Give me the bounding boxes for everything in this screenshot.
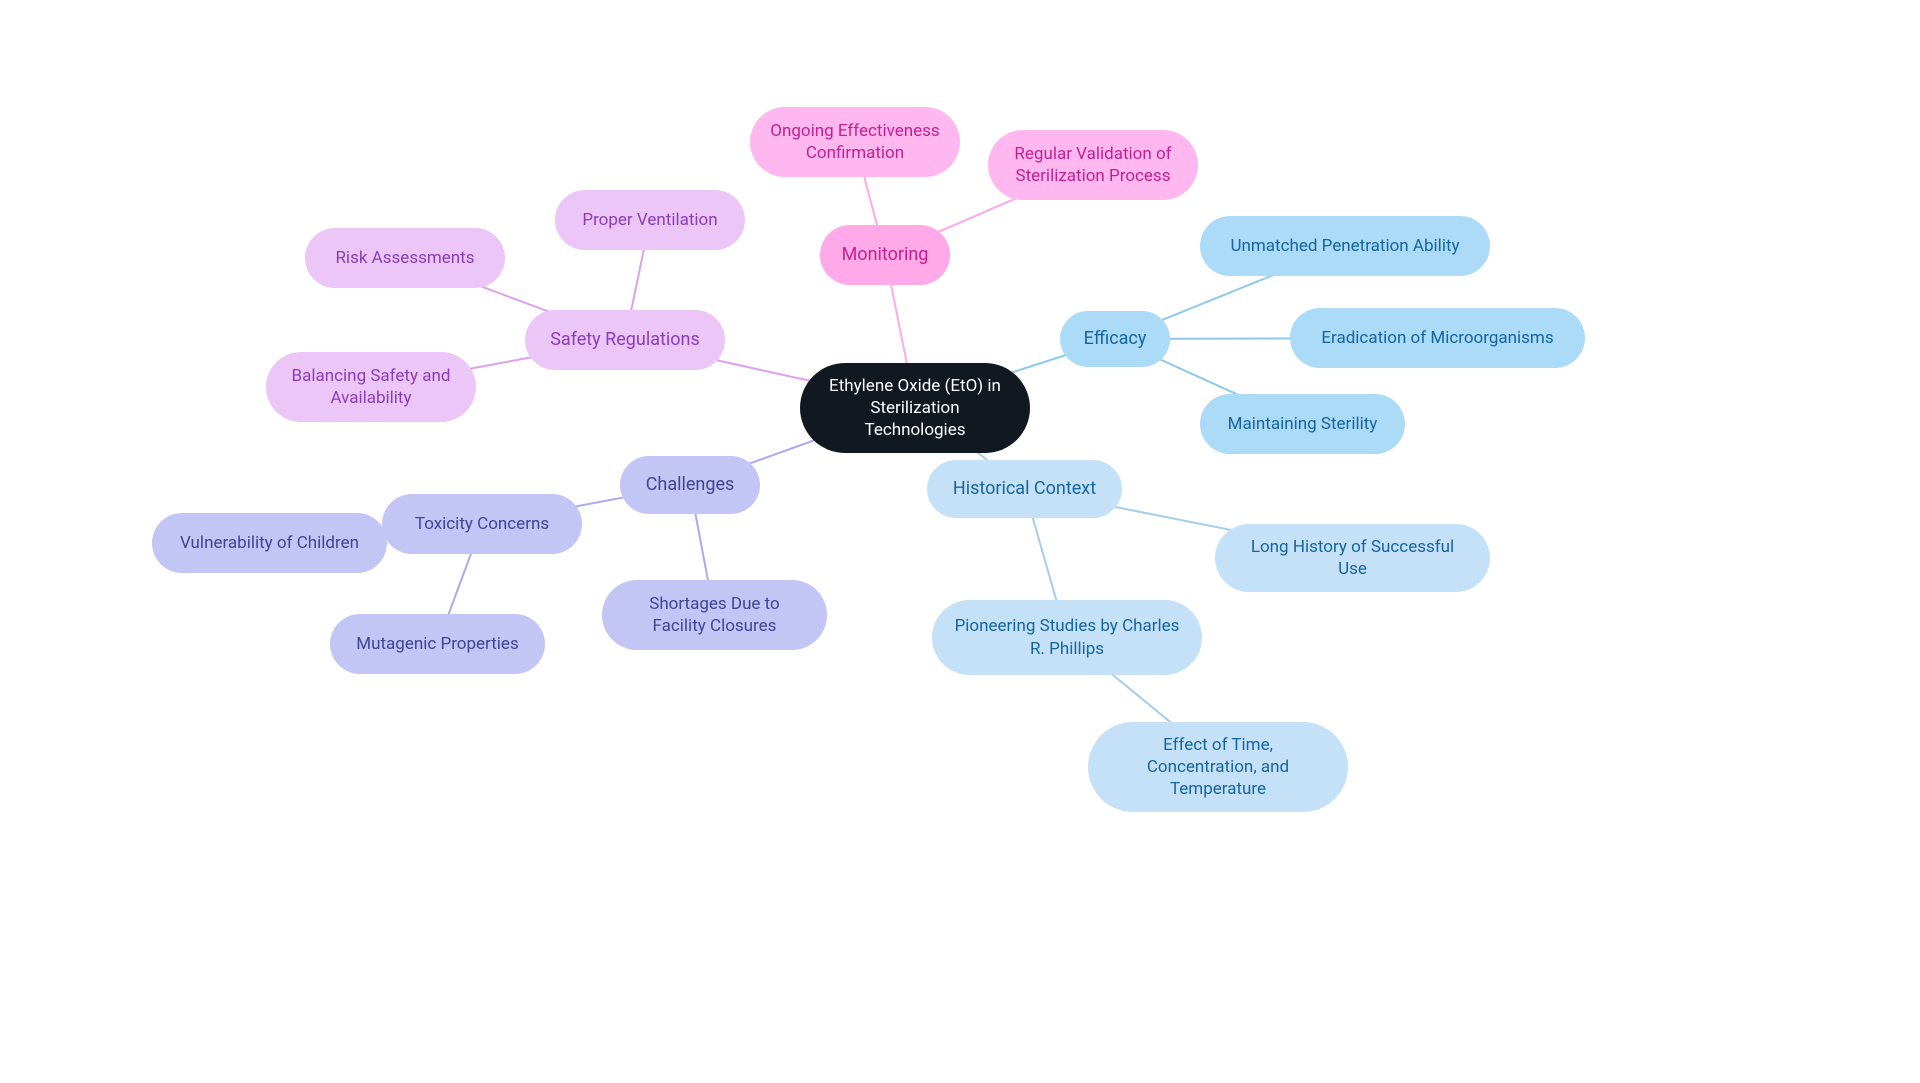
node-safe_vent: Proper Ventilation (555, 190, 745, 250)
node-label: Maintaining Sterility (1228, 413, 1378, 435)
node-label: Monitoring (842, 243, 929, 266)
node-label: Vulnerability of Children (180, 532, 359, 554)
node-hist_long: Long History of Successful Use (1215, 524, 1490, 592)
node-history: Historical Context (927, 460, 1122, 518)
node-eff_sterility: Maintaining Sterility (1200, 394, 1405, 454)
node-label: Proper Ventilation (582, 209, 717, 231)
node-mon_validation: Regular Validation of Sterilization Proc… (988, 130, 1198, 200)
node-chal_vuln: Vulnerability of Children (152, 513, 387, 573)
node-label: Risk Assessments (335, 247, 474, 269)
node-safe_balance: Balancing Safety and Availability (266, 352, 476, 422)
node-eff_pen: Unmatched Penetration Ability (1200, 216, 1490, 276)
node-chal_muta: Mutagenic Properties (330, 614, 545, 674)
node-chal_short: Shortages Due to Facility Closures (602, 580, 827, 650)
node-label: Pioneering Studies by Charles R. Phillip… (952, 615, 1182, 659)
node-label: Toxicity Concerns (415, 513, 549, 535)
node-efficacy: Efficacy (1060, 311, 1170, 367)
node-label: Mutagenic Properties (356, 633, 518, 655)
node-label: Shortages Due to Facility Closures (622, 593, 807, 637)
node-label: Ongoing Effectiveness Confirmation (770, 120, 940, 164)
node-chal_toxic: Toxicity Concerns (382, 494, 582, 554)
node-monitoring: Monitoring (820, 225, 950, 285)
node-label: Ethylene Oxide (EtO) in Sterilization Te… (820, 375, 1010, 441)
node-label: Effect of Time, Concentration, and Tempe… (1108, 734, 1328, 800)
node-label: Balancing Safety and Availability (286, 365, 456, 409)
node-label: Historical Context (953, 477, 1096, 500)
node-label: Safety Regulations (550, 328, 700, 351)
node-eff_micro: Eradication of Microorganisms (1290, 308, 1585, 368)
node-label: Eradication of Microorganisms (1321, 327, 1553, 349)
node-label: Long History of Successful Use (1235, 536, 1470, 580)
node-hist_effect: Effect of Time, Concentration, and Tempe… (1088, 722, 1348, 812)
root-node: Ethylene Oxide (EtO) in Sterilization Te… (800, 363, 1030, 453)
node-safety: Safety Regulations (525, 310, 725, 370)
node-challenges: Challenges (620, 456, 760, 514)
node-mon_ongoing: Ongoing Effectiveness Confirmation (750, 107, 960, 177)
node-label: Challenges (646, 473, 735, 496)
node-label: Unmatched Penetration Ability (1230, 235, 1459, 257)
node-label: Regular Validation of Sterilization Proc… (1008, 143, 1178, 187)
node-hist_phillips: Pioneering Studies by Charles R. Phillip… (932, 600, 1202, 675)
node-label: Efficacy (1084, 327, 1147, 350)
node-safe_risk: Risk Assessments (305, 228, 505, 288)
